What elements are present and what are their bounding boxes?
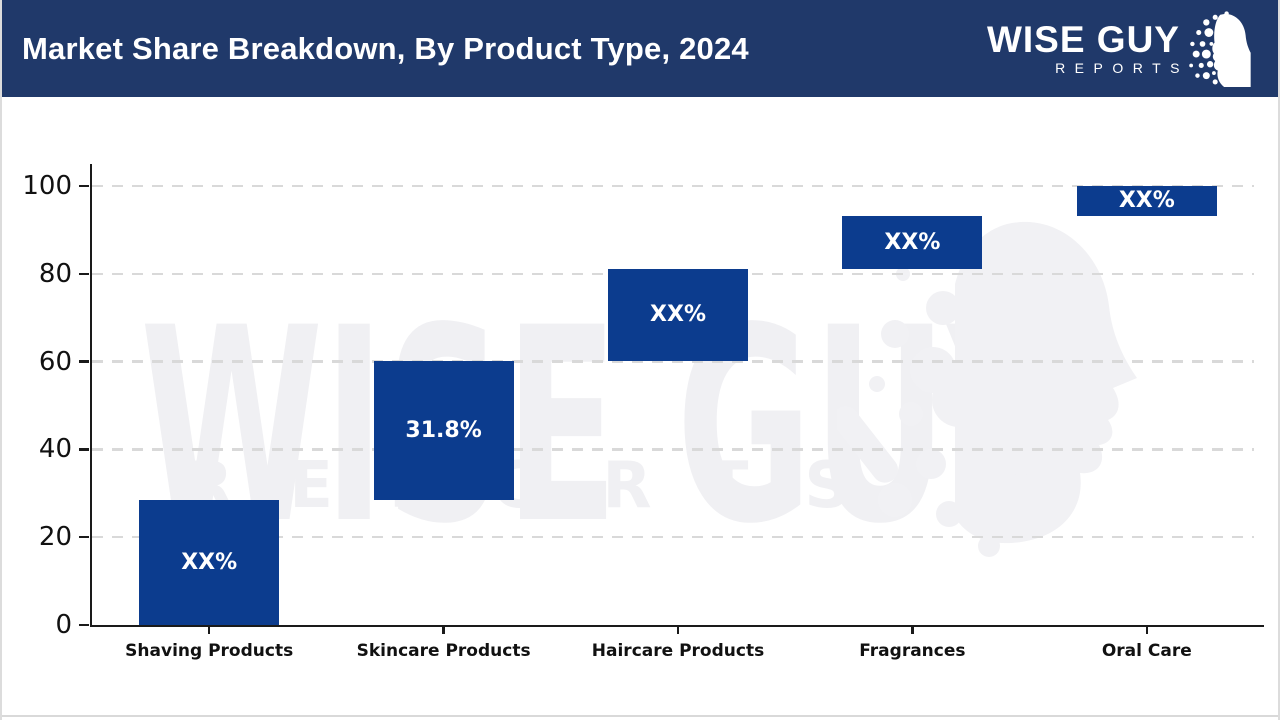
y-tick-mark: [79, 536, 89, 539]
footer-divider: [2, 715, 1278, 717]
y-tick-label: 100: [22, 170, 72, 201]
gridline: [92, 448, 1254, 451]
y-tick-label: 20: [38, 522, 72, 553]
y-tick-mark: [79, 360, 89, 363]
x-tick-mark: [1145, 625, 1148, 634]
x-tick-mark: [208, 625, 211, 634]
bar-value-label: XX%: [650, 302, 706, 328]
y-tick-label: 0: [55, 610, 72, 640]
x-tick-mark: [442, 625, 445, 634]
bar-segment: XX%: [842, 215, 983, 269]
logo-subtitle: REPORTS: [1055, 59, 1189, 76]
header-band: Market Share Breakdown, By Product Type,…: [2, 0, 1278, 97]
y-tick-label: 40: [38, 434, 72, 465]
watermark-subtitle: REPORTS: [184, 449, 907, 523]
y-tick-label: 60: [38, 346, 72, 377]
logo-wordmark: WISE GUY: [986, 18, 1180, 60]
x-tick-label: Oral Care: [1101, 641, 1192, 661]
gridline: [92, 184, 1254, 188]
wise-guy-logo: WISE GUY REPORTS: [986, 10, 1252, 87]
x-tick-label: Fragrances: [859, 641, 966, 661]
chart-title: Market Share Breakdown, By Product Type,…: [22, 30, 749, 66]
x-tick-label: Skincare Products: [356, 641, 531, 661]
watermark-wordmark: WISE GUY: [140, 271, 1068, 583]
x-tick-mark: [911, 625, 914, 634]
plot-area: 0 20 40 60 80 100 XX% Shaving Products 31.8% Skin…: [22, 164, 1264, 661]
bar-segment: XX%: [1076, 185, 1217, 216]
y-tick-mark: [79, 448, 89, 451]
logo-head-icon: [1189, 10, 1251, 87]
bar-value-label: XX%: [1118, 188, 1175, 214]
chart-region: WISE GUY REPORTS 0 20 40 60 80 100 XX% Shaving …: [2, 97, 1278, 720]
watermark-head-graphic: [837, 221, 1137, 557]
gridline: [92, 536, 1254, 539]
y-tick-mark: [79, 623, 89, 627]
x-tick-mark: [676, 625, 680, 634]
y-tick-mark: [79, 272, 89, 275]
bar-segment: 31.8%: [373, 360, 514, 501]
bar-value-label: 31.8%: [405, 418, 482, 443]
y-tick-label: 80: [38, 258, 72, 289]
bar-value-label: XX%: [884, 229, 941, 255]
x-tick-label: Shaving Products: [125, 641, 294, 661]
y-tick-mark: [79, 184, 89, 188]
x-tick-label: Haircare Products: [591, 641, 765, 661]
bar-segment: XX%: [608, 268, 748, 361]
logo-text: WISE GUY REPORTS: [986, 18, 1180, 76]
gridline: [92, 360, 1254, 363]
bar-value-label: XX%: [181, 550, 238, 576]
bar-segment: XX%: [139, 500, 280, 625]
